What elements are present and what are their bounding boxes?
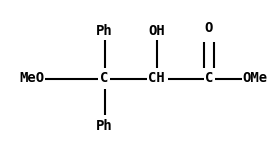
Text: OH: OH	[148, 24, 165, 38]
Text: OMe: OMe	[242, 71, 267, 86]
Text: O: O	[205, 21, 213, 35]
Text: C: C	[205, 71, 213, 86]
Text: Ph: Ph	[96, 24, 113, 38]
Text: MeO: MeO	[19, 71, 44, 86]
Text: Ph: Ph	[96, 119, 113, 133]
Text: C: C	[100, 71, 109, 86]
Text: CH: CH	[148, 71, 165, 86]
